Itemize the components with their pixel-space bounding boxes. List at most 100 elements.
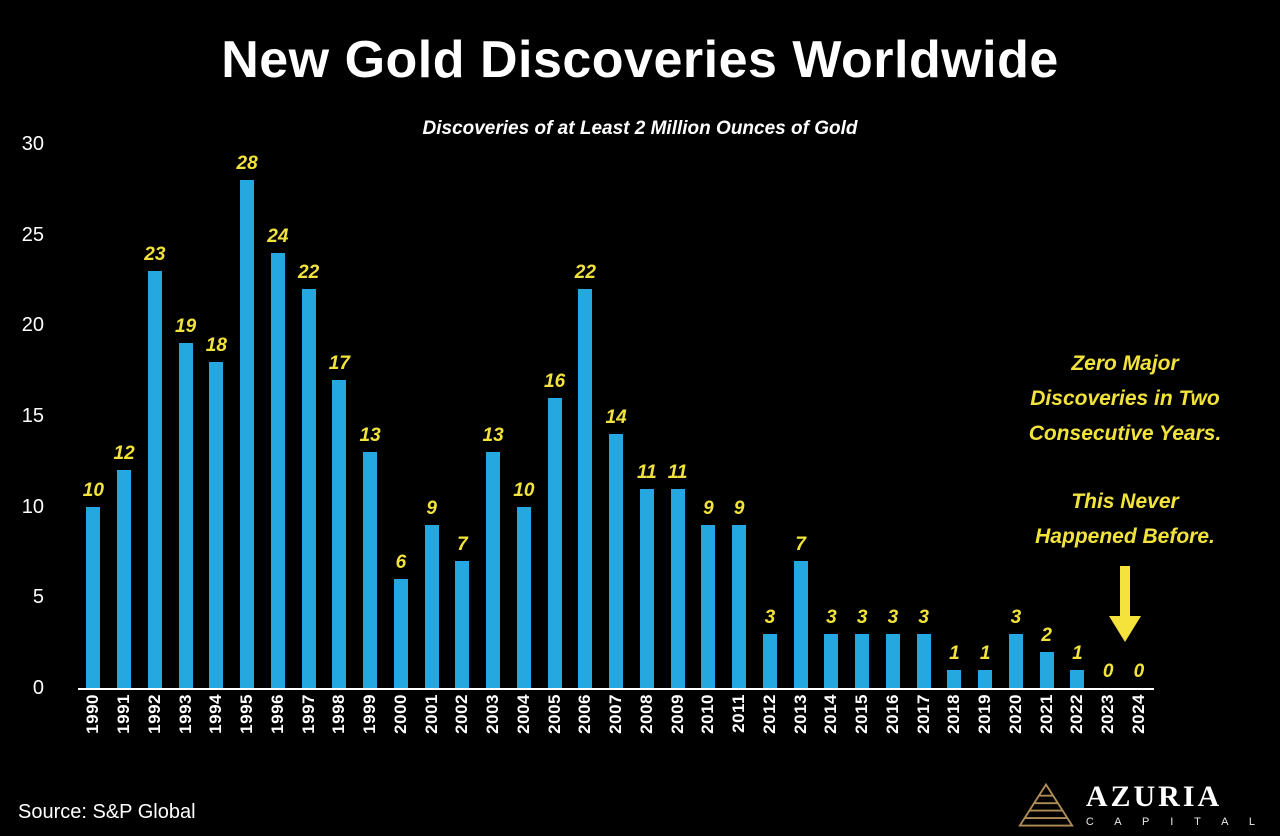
- x-axis-label: 2015: [852, 694, 872, 734]
- bar: [117, 470, 132, 688]
- bar-column: 3: [847, 607, 878, 688]
- logo: AZURIA C A P I T A L: [1017, 780, 1264, 828]
- bar-column: 11: [662, 462, 693, 688]
- bar-value-label: 22: [298, 262, 320, 284]
- x-axis-label: 2005: [544, 694, 564, 734]
- bar: [824, 633, 839, 688]
- bar-column: 1: [1062, 643, 1093, 688]
- bar: [86, 506, 101, 688]
- x-axis-tick: 2004: [509, 694, 540, 766]
- y-axis-label: 30: [21, 133, 44, 155]
- x-axis-tick: 2021: [1031, 694, 1062, 766]
- x-axis-tick: 1997: [293, 694, 324, 766]
- bar-value-label: 14: [605, 407, 627, 429]
- x-axis-label: 2012: [759, 694, 779, 734]
- bar: [639, 488, 654, 688]
- bar-value-label: 17: [328, 352, 350, 374]
- bar-column: 7: [447, 534, 478, 688]
- bar-value-label: 10: [513, 479, 535, 501]
- x-axis-label: 2013: [790, 694, 810, 734]
- bar-column: 3: [755, 607, 786, 688]
- x-axis-label: 2022: [1067, 694, 1087, 734]
- x-axis-label: 1993: [175, 694, 195, 734]
- logo-name: AZURIA: [1085, 780, 1223, 813]
- bar-column: 0: [1124, 661, 1155, 688]
- annotation-text: Zero Major Discoveries in Two Consecutiv…: [1000, 346, 1250, 554]
- x-axis-label: 1992: [144, 694, 164, 734]
- bar-column: 9: [693, 498, 724, 688]
- y-axis-label: 25: [21, 223, 44, 246]
- x-axis-tick: 2022: [1062, 694, 1093, 766]
- x-axis-label: 2001: [421, 694, 441, 734]
- x-axis-label: 2014: [821, 694, 841, 734]
- bar: [1070, 669, 1085, 688]
- y-axis-label: 0: [32, 677, 44, 699]
- x-axis-tick: 2006: [570, 694, 601, 766]
- bar-value-label: 9: [426, 497, 437, 519]
- bar: [670, 488, 685, 688]
- chart-subtitle: Discoveries of at Least 2 Million Ounces…: [422, 118, 858, 139]
- x-axis-tick: 2003: [478, 694, 509, 766]
- annotation-line: Happened Before.: [1035, 525, 1215, 548]
- bar: [455, 561, 470, 688]
- x-axis-label: 2019: [975, 694, 995, 734]
- annotation-line: Consecutive Years.: [1028, 422, 1222, 445]
- y-axis-label: 10: [21, 495, 44, 518]
- bar-value-label: 0: [1102, 661, 1114, 682]
- x-axis-tick: 2005: [539, 694, 570, 766]
- bar-column: 16: [539, 371, 570, 688]
- bar-column: 3: [1001, 607, 1032, 688]
- bar: [732, 524, 747, 688]
- bar-column: 10: [78, 480, 109, 688]
- pyramid-icon: [1017, 782, 1074, 827]
- x-axis-tick: 2001: [416, 694, 447, 766]
- bar-column: 23: [140, 244, 171, 688]
- x-axis-tick: 2017: [908, 694, 939, 766]
- bar-column: 6: [386, 552, 417, 688]
- bar-value-label: 10: [82, 479, 104, 501]
- x-axis-tick: 2014: [816, 694, 847, 766]
- bar: [855, 633, 870, 688]
- bar-value-label: 11: [667, 461, 688, 483]
- x-axis-label: 2004: [513, 694, 533, 734]
- down-arrow-icon: [1109, 566, 1141, 642]
- bar-value-label: 3: [764, 606, 776, 628]
- bar: [916, 633, 931, 688]
- bar-column: 1: [939, 643, 970, 688]
- x-axis-tick: 2024: [1124, 694, 1155, 766]
- bar-value-label: 18: [205, 334, 227, 356]
- x-axis-label: 1998: [329, 694, 349, 734]
- x-axis-tick: 2008: [632, 694, 663, 766]
- bar: [178, 343, 193, 688]
- x-axis-tick: 2000: [386, 694, 417, 766]
- bar-column: 9: [416, 498, 447, 688]
- bar-column: 14: [601, 407, 632, 688]
- bar: [793, 561, 808, 688]
- x-axis-label: 2009: [667, 694, 687, 734]
- x-axis-tick: 1990: [78, 694, 109, 766]
- bar-value-label: 13: [359, 425, 381, 447]
- bar-value-label: 16: [544, 370, 566, 392]
- x-axis-label: 2002: [452, 694, 472, 734]
- x-axis-label: 2003: [483, 694, 503, 734]
- x-axis-label: 2017: [913, 694, 933, 734]
- bar-column: 24: [263, 226, 294, 688]
- bar-value-label: 7: [457, 534, 468, 556]
- bar: [547, 397, 562, 688]
- x-axis-tick: 2013: [785, 694, 816, 766]
- bar-value-label: 3: [1010, 606, 1022, 628]
- x-axis-tick: 2020: [1001, 694, 1032, 766]
- bar-column: 10: [509, 480, 540, 688]
- x-axis-label: 1995: [237, 694, 257, 734]
- x-axis-label: 2016: [882, 694, 902, 734]
- bar-value-label: 2: [1041, 624, 1052, 646]
- bar: [209, 361, 224, 688]
- annotation-line: Discoveries in Two: [1030, 387, 1220, 410]
- bar-value-label: 28: [236, 153, 258, 175]
- y-axis-label: 15: [21, 405, 44, 427]
- bar: [240, 180, 255, 688]
- x-axis-tick: 2019: [970, 694, 1001, 766]
- x-axis-tick: 2016: [878, 694, 909, 766]
- x-axis-tick: 2007: [601, 694, 632, 766]
- bar-column: 12: [109, 443, 140, 688]
